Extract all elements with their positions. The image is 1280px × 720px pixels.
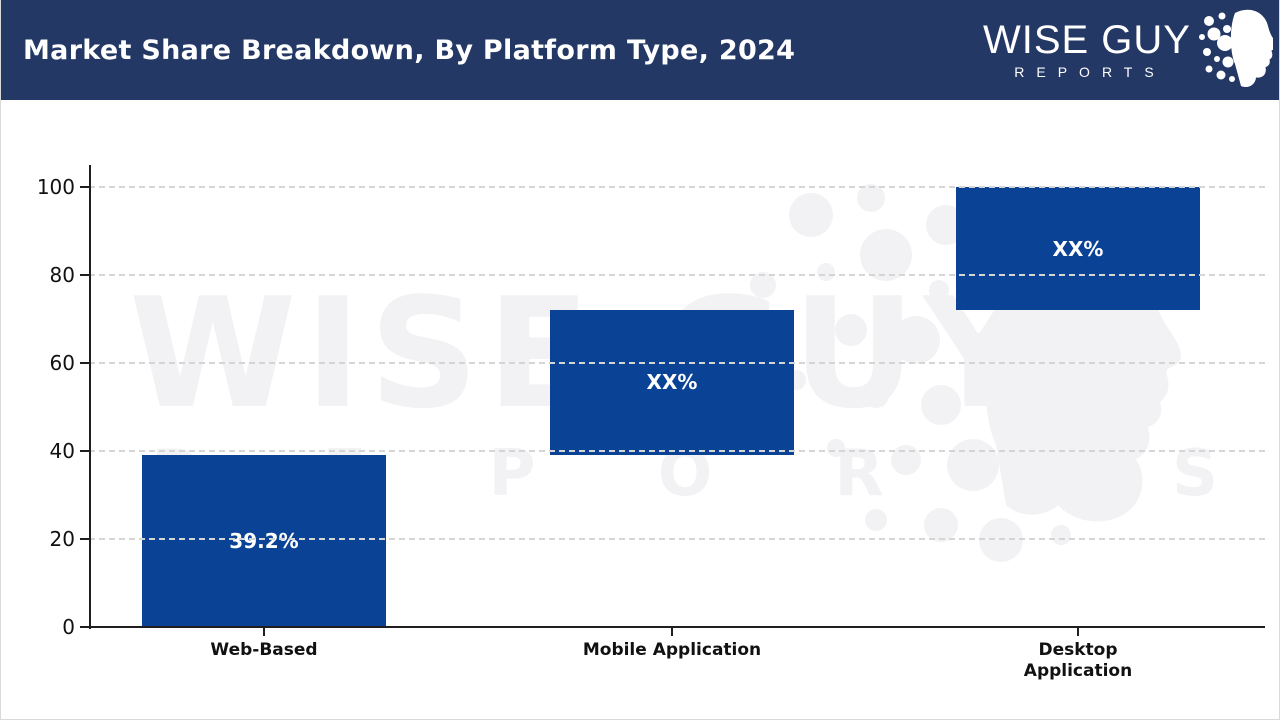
y-axis-label-60: 60 — [49, 351, 75, 375]
x-axis-tick-1 — [263, 628, 265, 636]
bar-segment-2: XX% — [550, 310, 794, 455]
logo-wordmark: WISE GUY REPORTS — [983, 20, 1191, 80]
y-axis-label-0: 0 — [62, 615, 75, 639]
y-axis-tick-40 — [80, 450, 89, 452]
y-axis-tick-100 — [80, 186, 89, 188]
bar-segment-1: 39.2% — [142, 454, 386, 627]
logo-wiseguy-text: WISE GUY — [982, 18, 1191, 62]
y-axis-label-20: 20 — [49, 527, 75, 551]
y-axis-label-100: 100 — [36, 175, 75, 199]
y-axis-tick-20 — [80, 538, 89, 540]
wise-guy-reports-logo: WISE GUY REPORTS — [983, 0, 1273, 100]
x-axis-category-label: Mobile Application — [582, 640, 762, 660]
header-bar: Market Share Breakdown, By Platform Type… — [1, 0, 1279, 100]
x-axis-line — [89, 626, 1265, 628]
bar-value-label: XX% — [1052, 236, 1104, 261]
gridline-60 — [89, 362, 1265, 364]
chart-title: Market Share Breakdown, By Platform Type… — [23, 34, 796, 66]
gridline-40 — [89, 450, 1265, 452]
x-axis-tick-3 — [1077, 628, 1079, 636]
y-axis-line — [89, 165, 91, 629]
x-axis-tick-2 — [671, 628, 673, 636]
x-axis-category-label: Desktop Application — [1023, 640, 1133, 682]
x-axis-category-label: Web-Based — [210, 640, 318, 660]
bar-value-label: XX% — [646, 370, 698, 395]
bar-segment-3: XX% — [956, 187, 1200, 311]
y-axis-tick-80 — [80, 274, 89, 276]
y-axis-tick-60 — [80, 362, 89, 364]
gridline-100 — [89, 186, 1265, 188]
bar-value-label: 39.2% — [229, 528, 299, 553]
y-axis-label-40: 40 — [49, 439, 75, 463]
gridline-20 — [89, 538, 1265, 540]
logo-reports-text: REPORTS — [1014, 64, 1166, 80]
gridline-80 — [89, 274, 1265, 276]
y-axis-label-80: 80 — [49, 263, 75, 287]
logo-head-icon — [1199, 9, 1273, 87]
y-axis-tick-0 — [80, 626, 89, 628]
